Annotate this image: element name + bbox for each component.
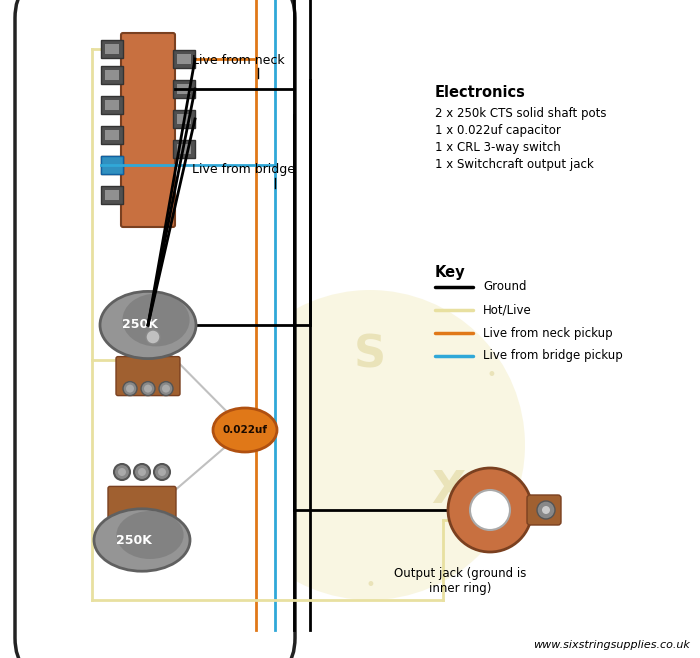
Circle shape	[158, 468, 166, 476]
Ellipse shape	[116, 511, 183, 559]
Text: •: •	[244, 366, 253, 384]
Text: 1 x 0.022uf capacitor: 1 x 0.022uf capacitor	[435, 124, 561, 137]
Ellipse shape	[213, 408, 277, 452]
FancyBboxPatch shape	[101, 126, 123, 144]
Circle shape	[159, 382, 173, 395]
Text: Live from bridge: Live from bridge	[192, 163, 295, 176]
Circle shape	[215, 290, 525, 600]
FancyBboxPatch shape	[177, 114, 191, 124]
Circle shape	[141, 382, 155, 395]
FancyBboxPatch shape	[108, 486, 176, 519]
Circle shape	[542, 506, 550, 514]
FancyBboxPatch shape	[173, 140, 195, 158]
Text: Key: Key	[435, 265, 466, 280]
Circle shape	[126, 384, 134, 393]
Text: Live from neck pickup: Live from neck pickup	[483, 326, 612, 340]
Circle shape	[146, 330, 160, 344]
FancyBboxPatch shape	[177, 84, 191, 94]
FancyBboxPatch shape	[105, 44, 119, 54]
FancyBboxPatch shape	[105, 100, 119, 110]
Text: 250K: 250K	[116, 534, 152, 547]
Text: 0.022uf: 0.022uf	[223, 425, 267, 435]
FancyBboxPatch shape	[15, 0, 295, 658]
Circle shape	[470, 490, 510, 530]
Text: S: S	[354, 334, 386, 376]
Circle shape	[123, 382, 137, 395]
Circle shape	[114, 464, 130, 480]
Text: I: I	[284, 468, 300, 511]
Text: •: •	[365, 576, 375, 594]
FancyBboxPatch shape	[177, 144, 191, 154]
Circle shape	[162, 384, 170, 393]
Text: Ground: Ground	[483, 280, 526, 293]
Ellipse shape	[122, 293, 190, 346]
FancyBboxPatch shape	[173, 50, 195, 68]
FancyBboxPatch shape	[173, 110, 195, 128]
Text: Live from bridge pickup: Live from bridge pickup	[483, 349, 623, 363]
Text: 1 x Switchcraft output jack: 1 x Switchcraft output jack	[435, 158, 594, 171]
Circle shape	[154, 464, 170, 480]
Text: X: X	[430, 468, 465, 511]
FancyBboxPatch shape	[177, 54, 191, 64]
FancyBboxPatch shape	[101, 186, 123, 204]
FancyBboxPatch shape	[173, 80, 195, 98]
FancyBboxPatch shape	[105, 70, 119, 80]
Circle shape	[138, 468, 146, 476]
FancyBboxPatch shape	[101, 156, 123, 174]
Circle shape	[118, 468, 126, 476]
Text: www.sixstringsupplies.co.uk: www.sixstringsupplies.co.uk	[533, 640, 690, 650]
FancyBboxPatch shape	[121, 33, 175, 227]
Text: 250K: 250K	[122, 318, 158, 332]
Circle shape	[537, 501, 555, 519]
FancyBboxPatch shape	[105, 130, 119, 140]
FancyBboxPatch shape	[101, 96, 123, 114]
FancyBboxPatch shape	[101, 66, 123, 84]
Circle shape	[144, 384, 152, 393]
FancyBboxPatch shape	[101, 156, 123, 174]
Ellipse shape	[100, 291, 196, 359]
FancyBboxPatch shape	[527, 495, 561, 525]
Circle shape	[134, 464, 150, 480]
Text: •: •	[486, 366, 496, 384]
FancyBboxPatch shape	[116, 357, 180, 395]
FancyBboxPatch shape	[105, 190, 119, 200]
FancyBboxPatch shape	[105, 160, 119, 170]
Circle shape	[448, 468, 532, 552]
Ellipse shape	[94, 509, 190, 571]
Text: Live from neck: Live from neck	[192, 53, 285, 66]
FancyBboxPatch shape	[101, 40, 123, 58]
Text: 2 x 250k CTS solid shaft pots: 2 x 250k CTS solid shaft pots	[435, 107, 606, 120]
Text: Hot/Live: Hot/Live	[483, 303, 532, 316]
Text: 1 x CRL 3-way switch: 1 x CRL 3-way switch	[435, 141, 561, 154]
Text: Output jack (ground is
inner ring): Output jack (ground is inner ring)	[394, 567, 526, 595]
Text: Electronics: Electronics	[435, 85, 526, 100]
